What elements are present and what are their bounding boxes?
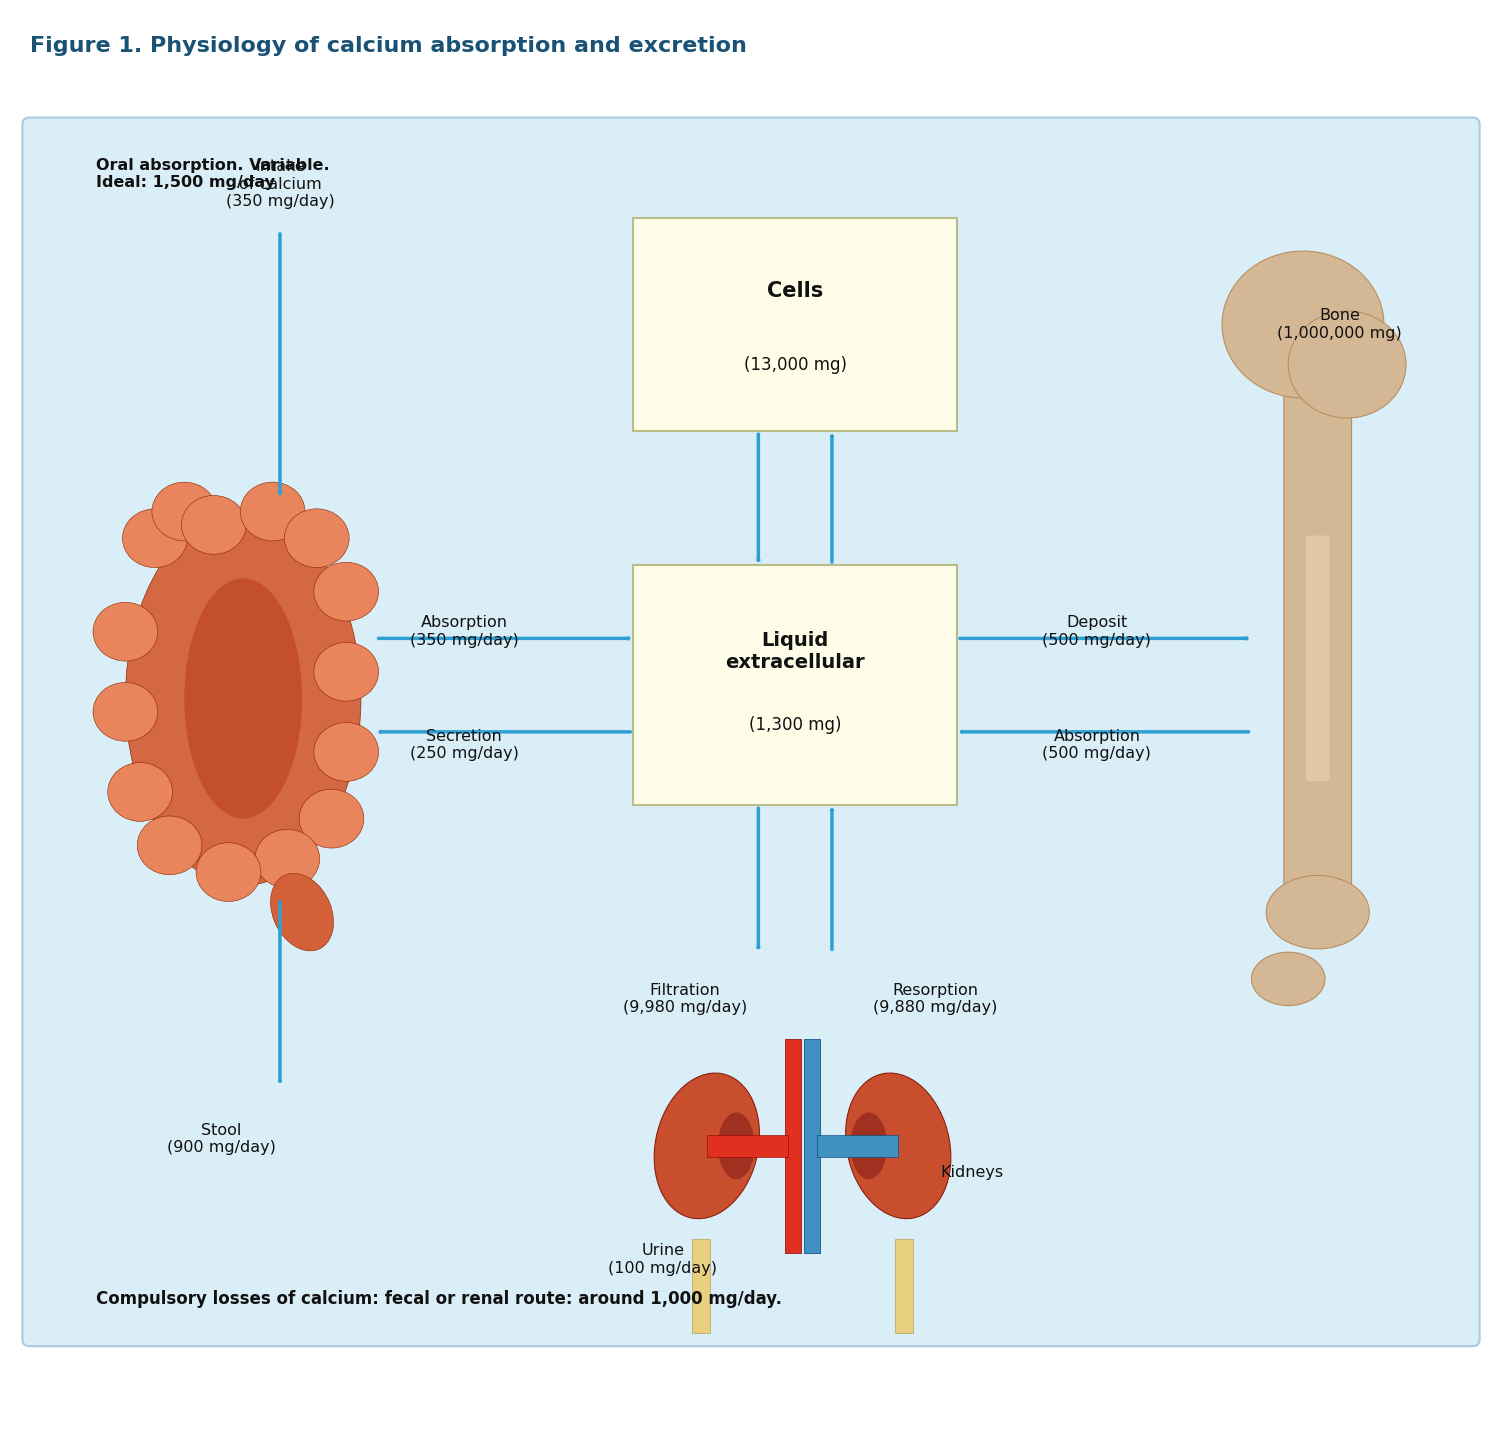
Text: Cells: Cells xyxy=(768,281,823,302)
FancyBboxPatch shape xyxy=(23,118,1479,1346)
FancyBboxPatch shape xyxy=(634,564,957,806)
Text: (13,000 mg): (13,000 mg) xyxy=(743,356,847,373)
Text: Deposit
(500 mg/day): Deposit (500 mg/day) xyxy=(1042,616,1152,648)
Text: Absorption
(500 mg/day): Absorption (500 mg/day) xyxy=(1042,729,1152,761)
Text: Liquid
extracellular: Liquid extracellular xyxy=(725,632,865,672)
Ellipse shape xyxy=(1251,952,1325,1005)
Circle shape xyxy=(314,642,379,701)
Text: Stool
(900 mg/day): Stool (900 mg/day) xyxy=(167,1123,275,1156)
Ellipse shape xyxy=(655,1073,760,1219)
Circle shape xyxy=(93,682,158,741)
Text: Urine
(100 mg/day): Urine (100 mg/day) xyxy=(608,1244,716,1275)
Ellipse shape xyxy=(185,579,302,819)
Circle shape xyxy=(123,508,188,567)
Text: Resorption
(9,880 mg/day): Resorption (9,880 mg/day) xyxy=(873,982,997,1015)
Circle shape xyxy=(314,722,379,781)
Text: Oral absorption. Variable.
Ideal: 1,500 mg/day: Oral absorption. Variable. Ideal: 1,500 … xyxy=(96,158,329,190)
Ellipse shape xyxy=(1266,876,1370,949)
Bar xyxy=(692,1239,710,1333)
Ellipse shape xyxy=(126,511,360,886)
Circle shape xyxy=(284,508,348,567)
Circle shape xyxy=(240,482,305,541)
Text: Figure 1. Physiology of calcium absorption and excretion: Figure 1. Physiology of calcium absorpti… xyxy=(30,36,746,56)
Text: Kidneys: Kidneys xyxy=(940,1165,1003,1180)
Text: (1,300 mg): (1,300 mg) xyxy=(749,717,841,734)
Circle shape xyxy=(299,790,363,849)
Circle shape xyxy=(1289,312,1406,418)
FancyBboxPatch shape xyxy=(1305,536,1329,781)
Circle shape xyxy=(197,843,261,902)
Circle shape xyxy=(152,482,216,541)
Circle shape xyxy=(108,763,173,821)
Circle shape xyxy=(182,495,246,554)
Text: Absorption
(350 mg/day): Absorption (350 mg/day) xyxy=(410,616,518,648)
Circle shape xyxy=(137,816,201,875)
FancyBboxPatch shape xyxy=(634,218,957,431)
Circle shape xyxy=(93,602,158,661)
Circle shape xyxy=(1223,251,1383,398)
Ellipse shape xyxy=(850,1113,888,1179)
Circle shape xyxy=(255,830,320,887)
Ellipse shape xyxy=(846,1073,951,1219)
Bar xyxy=(817,1136,898,1156)
Ellipse shape xyxy=(270,873,333,951)
Text: Secretion
(250 mg/day): Secretion (250 mg/day) xyxy=(410,729,518,761)
Text: Filtration
(9,980 mg/day): Filtration (9,980 mg/day) xyxy=(623,982,746,1015)
Bar xyxy=(804,1040,820,1252)
Bar xyxy=(707,1136,789,1156)
Bar xyxy=(895,1239,913,1333)
Ellipse shape xyxy=(718,1113,754,1179)
Circle shape xyxy=(314,563,379,620)
FancyBboxPatch shape xyxy=(1284,345,1352,892)
Text: Bone
(1,000,000 mg): Bone (1,000,000 mg) xyxy=(1277,309,1403,340)
Text: Compulsory losses of calcium: fecal or renal route: around 1,000 mg/day.: Compulsory losses of calcium: fecal or r… xyxy=(96,1291,783,1308)
Text: Intake
of calcium
(350 mg/day): Intake of calcium (350 mg/day) xyxy=(225,159,335,210)
Bar xyxy=(786,1040,801,1252)
